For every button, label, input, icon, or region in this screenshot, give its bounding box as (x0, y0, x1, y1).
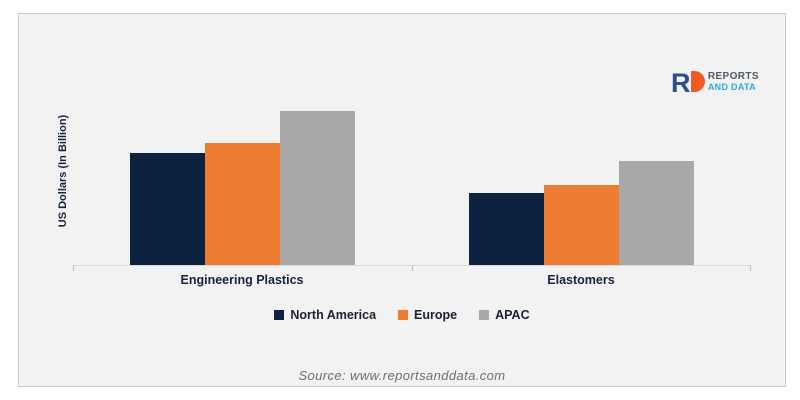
chart-panel: R REPORTS AND DATA US Dollars (In Billio… (18, 13, 786, 387)
plot-area (19, 14, 785, 386)
brand-logo: R REPORTS AND DATA (671, 68, 759, 96)
bar-apac (619, 161, 694, 265)
legend-item-europe: Europe (398, 308, 457, 322)
logo-wordmark: REPORTS AND DATA (708, 72, 759, 92)
category-label-engineering-plastics: Engineering Plastics (180, 273, 304, 287)
reports-and-data-logo-icon: R (671, 68, 705, 96)
legend-label: APAC (495, 308, 530, 322)
logo-line-and-data: AND DATA (707, 81, 756, 92)
logo-line-reports: REPORTS (707, 71, 759, 83)
legend-label: North America (290, 308, 377, 322)
legend-item-apac: APAC (479, 308, 530, 322)
bar-europe (205, 143, 280, 265)
bar-north-america (469, 193, 544, 265)
bar-europe (544, 185, 619, 265)
x-axis-tick (412, 266, 413, 271)
bar-north-america (130, 153, 205, 265)
legend-swatch-europe (398, 310, 409, 320)
legend-item-north-america: North America (274, 308, 376, 322)
chart-legend: North America Europe APAC (19, 308, 785, 322)
bar-apac (280, 111, 355, 265)
x-axis-tick (73, 266, 74, 271)
svg-text:R: R (671, 68, 691, 96)
legend-label: Europe (414, 308, 458, 322)
legend-swatch-north-america (274, 310, 285, 320)
x-axis-tick (750, 266, 751, 271)
x-axis-line (73, 265, 751, 266)
source-text: Source: www.reportsanddata.com (298, 368, 506, 383)
category-label-elastomers: Elastomers (547, 273, 615, 287)
legend-swatch-apac (479, 310, 490, 320)
